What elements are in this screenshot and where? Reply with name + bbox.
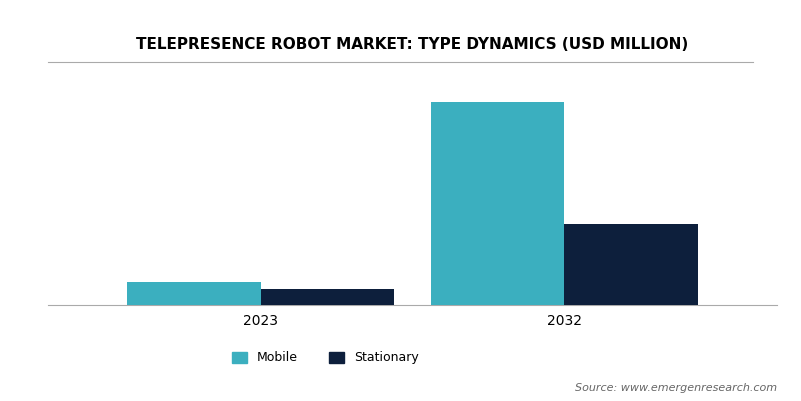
Title: TELEPRESENCE ROBOT MARKET: TYPE DYNAMICS (USD MILLION): TELEPRESENCE ROBOT MARKET: TYPE DYNAMICS…	[136, 37, 689, 52]
Bar	[431, 102, 565, 305]
Bar	[127, 282, 260, 305]
Bar	[565, 225, 698, 305]
Legend: Mobile, Stationary: Mobile, Stationary	[227, 346, 424, 369]
Bar	[260, 289, 394, 305]
Text: Source: www.emergenresearch.com: Source: www.emergenresearch.com	[575, 383, 777, 393]
